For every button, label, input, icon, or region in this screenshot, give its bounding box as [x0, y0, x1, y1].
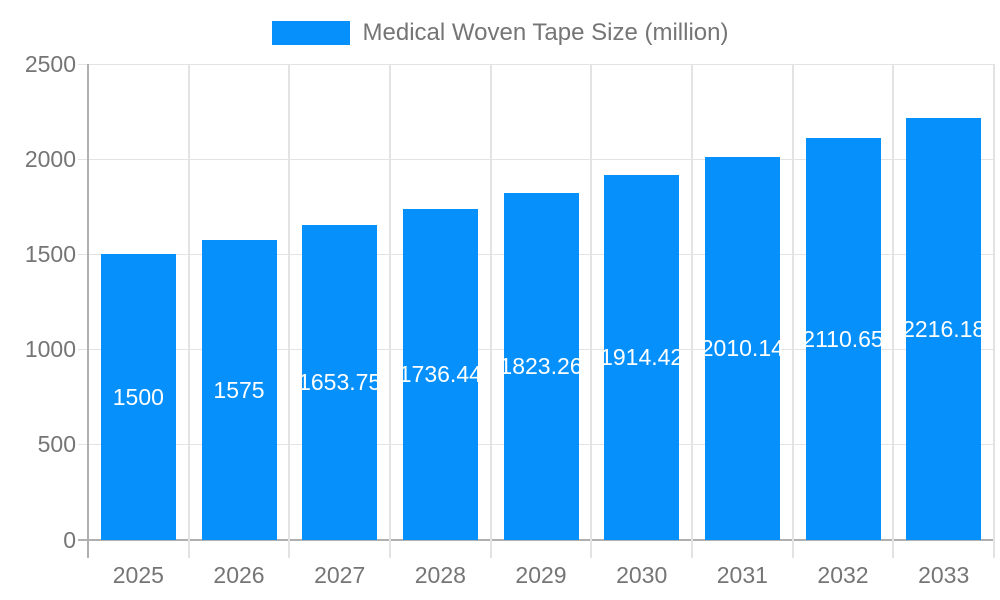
- y-axis-line: [87, 64, 89, 558]
- bar: [201, 240, 277, 540]
- bar-value-label: 1914.42: [600, 344, 684, 371]
- x-gridline: [489, 64, 492, 558]
- legend: Medical Woven Tape Size (million): [0, 19, 1000, 47]
- bar: [906, 118, 982, 540]
- bar-value-label: 1736.44: [398, 361, 482, 388]
- x-gridline: [590, 64, 593, 558]
- x-gridline: [892, 64, 895, 558]
- x-gridline: [791, 64, 794, 558]
- bar-value-label: 1500: [112, 383, 164, 410]
- x-axis-tick-label: 2029: [515, 562, 567, 588]
- y-axis-tick-label: 1000: [24, 336, 76, 363]
- x-axis-tick-label: 2032: [817, 562, 869, 588]
- bar: [704, 157, 780, 540]
- x-axis-baseline: [78, 539, 994, 541]
- legend-swatch: [271, 21, 350, 45]
- y-axis-tick-label: 2500: [24, 50, 76, 77]
- bar: [604, 175, 680, 540]
- bar-value-label: 1575: [213, 376, 265, 403]
- legend-label: Medical Woven Tape Size (million): [362, 19, 729, 46]
- x-axis-tick-label: 2025: [112, 562, 164, 588]
- bar-value-label: 2216.18: [902, 315, 986, 342]
- bar: [805, 138, 881, 540]
- bar: [302, 225, 378, 540]
- bar-value-label: 1823.26: [499, 352, 583, 379]
- bar: [100, 254, 176, 540]
- x-axis-tick-label: 2028: [414, 562, 466, 588]
- bar-value-label: 2110.65: [802, 325, 884, 352]
- x-gridline: [993, 64, 995, 558]
- bar: [402, 209, 478, 540]
- x-gridline: [691, 64, 693, 558]
- x-gridline: [389, 64, 391, 558]
- x-axis-tick-label: 2031: [716, 562, 768, 588]
- x-axis-tick-label: 2033: [918, 562, 970, 588]
- x-gridline: [288, 64, 291, 558]
- y-axis-tick-label: 0: [63, 526, 76, 553]
- x-axis-tick-label: 2030: [616, 562, 668, 588]
- x-gridline: [187, 64, 190, 558]
- x-axis-tick-label: 2027: [314, 562, 366, 588]
- bar-value-label: 1653.75: [298, 369, 382, 396]
- y-gridline: [78, 63, 994, 65]
- y-axis-tick-label: 500: [37, 431, 76, 458]
- bar: [503, 192, 579, 540]
- bar-value-label: 2010.14: [700, 335, 784, 362]
- y-gridline: [78, 158, 994, 160]
- y-axis-tick-label: 2000: [24, 145, 76, 172]
- x-axis-tick-label: 2026: [213, 562, 265, 588]
- y-axis-tick-label: 1500: [24, 240, 76, 267]
